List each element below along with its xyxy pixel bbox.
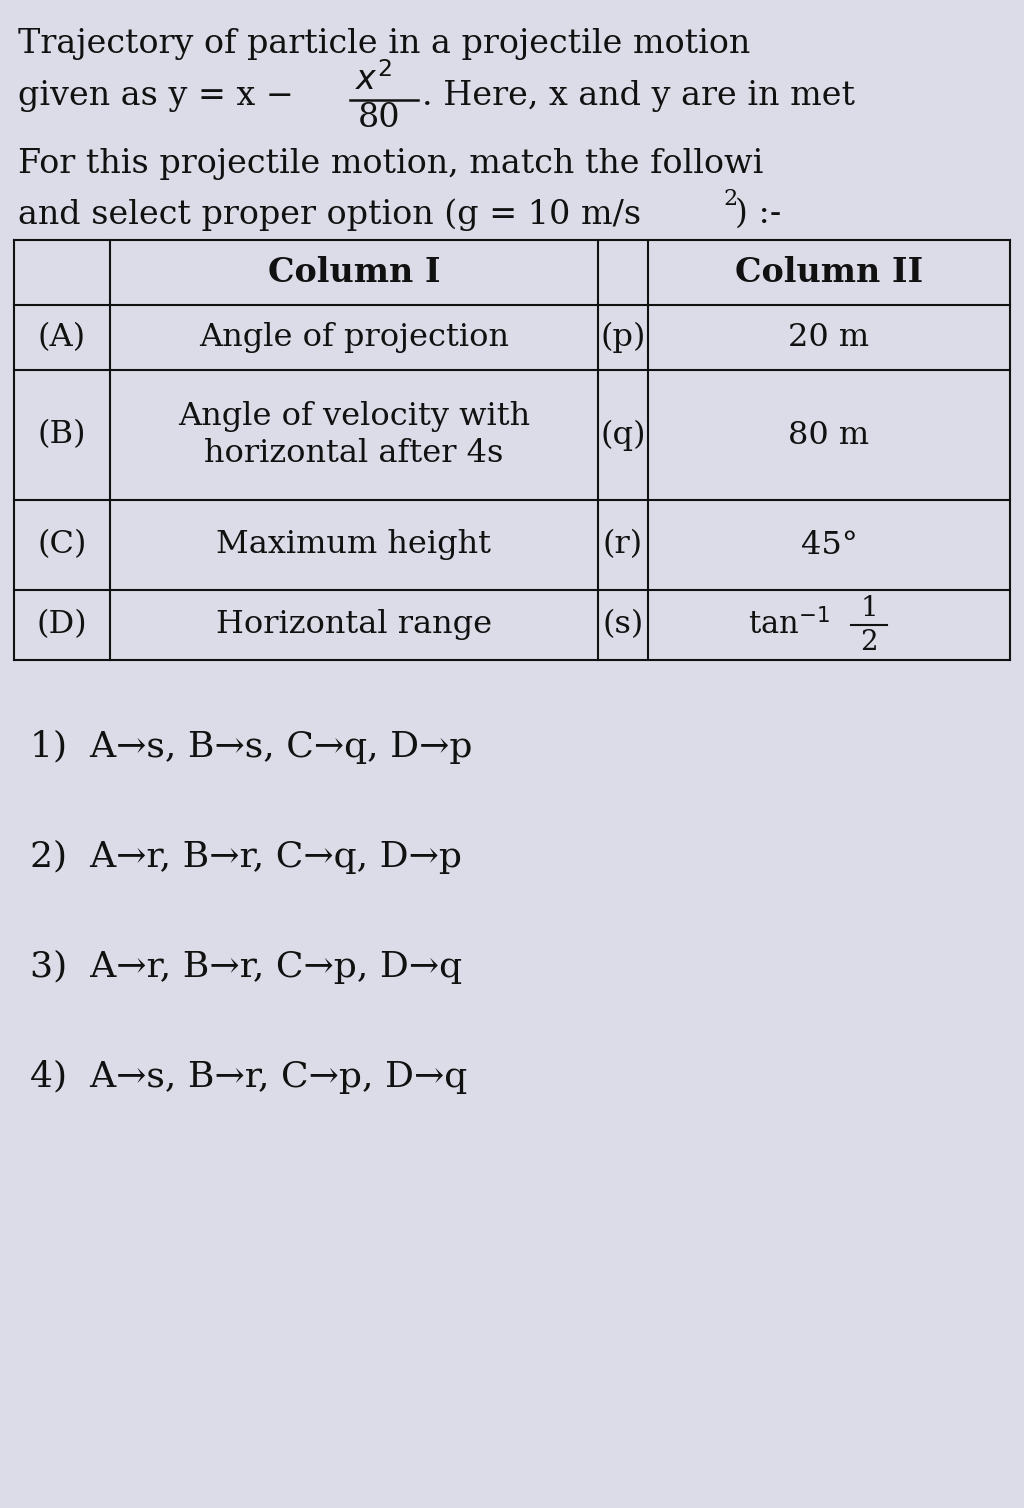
Text: 3)  A→r, B→r, C→p, D→q: 3) A→r, B→r, C→p, D→q xyxy=(30,950,462,985)
Text: 2: 2 xyxy=(723,188,737,210)
Text: (C): (C) xyxy=(37,529,87,561)
Text: 80: 80 xyxy=(358,103,400,134)
Text: $x^2$: $x^2$ xyxy=(355,62,392,97)
Text: horizontal after 4s: horizontal after 4s xyxy=(205,437,504,469)
Text: (r): (r) xyxy=(603,529,643,561)
Text: (B): (B) xyxy=(38,419,86,451)
Text: 45°: 45° xyxy=(801,529,857,561)
Text: tan$^{-1}$: tan$^{-1}$ xyxy=(749,609,829,641)
Text: . Here, x and y are in met: . Here, x and y are in met xyxy=(422,80,855,112)
Text: Column I: Column I xyxy=(267,256,440,290)
Text: (p): (p) xyxy=(600,321,646,353)
Text: and select proper option (g = 10 m/s: and select proper option (g = 10 m/s xyxy=(18,198,641,231)
Text: Column II: Column II xyxy=(735,256,923,290)
Text: 4)  A→s, B→r, C→p, D→q: 4) A→s, B→r, C→p, D→q xyxy=(30,1060,467,1095)
Text: Angle of projection: Angle of projection xyxy=(199,323,509,353)
Text: (D): (D) xyxy=(37,609,87,641)
Text: Maximum height: Maximum height xyxy=(216,529,492,561)
Text: 20 m: 20 m xyxy=(788,323,869,353)
Text: (s): (s) xyxy=(602,609,644,641)
Text: ) :-: ) :- xyxy=(735,198,781,231)
Text: Trajectory of particle in a projectile motion: Trajectory of particle in a projectile m… xyxy=(18,29,751,60)
Text: Horizontal range: Horizontal range xyxy=(216,609,493,641)
Text: 1)  A→s, B→s, C→q, D→p: 1) A→s, B→s, C→q, D→p xyxy=(30,730,472,765)
Text: (A): (A) xyxy=(38,323,86,353)
Text: given as y = x −: given as y = x − xyxy=(18,80,304,112)
Text: (q): (q) xyxy=(600,419,646,451)
Text: 80 m: 80 m xyxy=(788,419,869,451)
Text: 2: 2 xyxy=(860,629,878,656)
Text: 1: 1 xyxy=(860,596,878,623)
Text: 2)  A→r, B→r, C→q, D→p: 2) A→r, B→r, C→q, D→p xyxy=(30,840,462,875)
Text: Angle of velocity with: Angle of velocity with xyxy=(178,401,530,433)
Text: For this projectile motion, match the followi: For this projectile motion, match the fo… xyxy=(18,148,763,179)
